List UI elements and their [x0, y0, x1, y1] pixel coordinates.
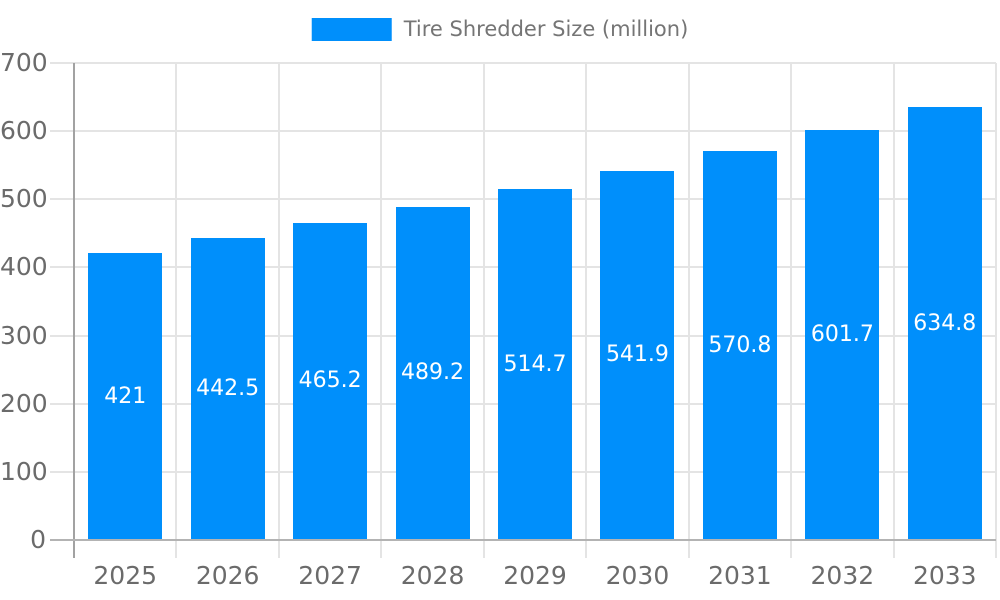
x-axis-tick-label: 2025: [93, 561, 158, 590]
bar[interactable]: [600, 170, 675, 540]
y-axis-tick-label: 500: [0, 184, 48, 214]
x-axis-tick-label: 2027: [298, 561, 362, 590]
x-axis-tick-label: 2029: [503, 561, 567, 590]
chart-legend[interactable]: Tire Shredder Size (million): [311, 17, 689, 41]
bar[interactable]: [293, 222, 368, 540]
bar[interactable]: [88, 253, 163, 540]
gridline-vertical: [175, 63, 178, 558]
bar[interactable]: [805, 129, 880, 540]
x-axis-tick-label: 2033: [912, 561, 977, 590]
legend-swatch: [311, 17, 392, 41]
gridline-vertical: [380, 63, 383, 558]
x-axis-tick-label: 2032: [810, 561, 875, 590]
x-axis-tick-label: 2026: [195, 561, 260, 590]
legend-label: Tire Shredder Size (million): [403, 17, 689, 41]
x-axis-tick-label: 2031: [708, 561, 772, 590]
y-axis-tick-label: 200: [0, 388, 48, 418]
bar-value-label: 421: [104, 383, 147, 409]
x-axis-tick-label: 2030: [605, 561, 670, 590]
bar[interactable]: [190, 238, 265, 540]
y-axis-tick-label: 700: [0, 48, 48, 77]
y-axis-tick-label: 100: [0, 456, 48, 486]
y-axis-line: [73, 63, 75, 558]
bar[interactable]: [702, 151, 777, 540]
gridline-horizontal: [50, 130, 996, 133]
bar-value-label: 634.8: [913, 310, 977, 336]
bar[interactable]: [498, 189, 572, 540]
bar-value-label: 541.9: [605, 342, 669, 368]
gridline-vertical: [687, 63, 690, 558]
y-axis-tick-label: 0: [30, 525, 46, 554]
gridline-vertical: [790, 63, 793, 558]
y-axis-tick-label: 400: [0, 252, 48, 282]
gridline-vertical: [585, 63, 588, 558]
bar[interactable]: [907, 107, 982, 540]
bar-value-label: 514.7: [503, 351, 567, 377]
gridline-vertical: [482, 63, 485, 558]
y-axis-tick-label: 600: [0, 116, 48, 146]
bar-value-label: 489.2: [401, 360, 465, 386]
gridline-vertical: [892, 63, 895, 558]
bar-value-label: 570.8: [708, 332, 772, 358]
x-axis-tick-label: 2028: [400, 561, 465, 590]
x-axis-line: [50, 539, 996, 541]
bar[interactable]: [395, 206, 470, 540]
y-axis-tick-label: 300: [0, 320, 48, 350]
bar-value-label: 601.7: [810, 321, 874, 347]
bar-value-label: 465.2: [298, 368, 362, 394]
gridline-vertical: [277, 63, 280, 558]
gridline-vertical: [995, 63, 997, 558]
gridline-horizontal: [50, 62, 996, 64]
bar-value-label: 442.5: [196, 376, 260, 402]
